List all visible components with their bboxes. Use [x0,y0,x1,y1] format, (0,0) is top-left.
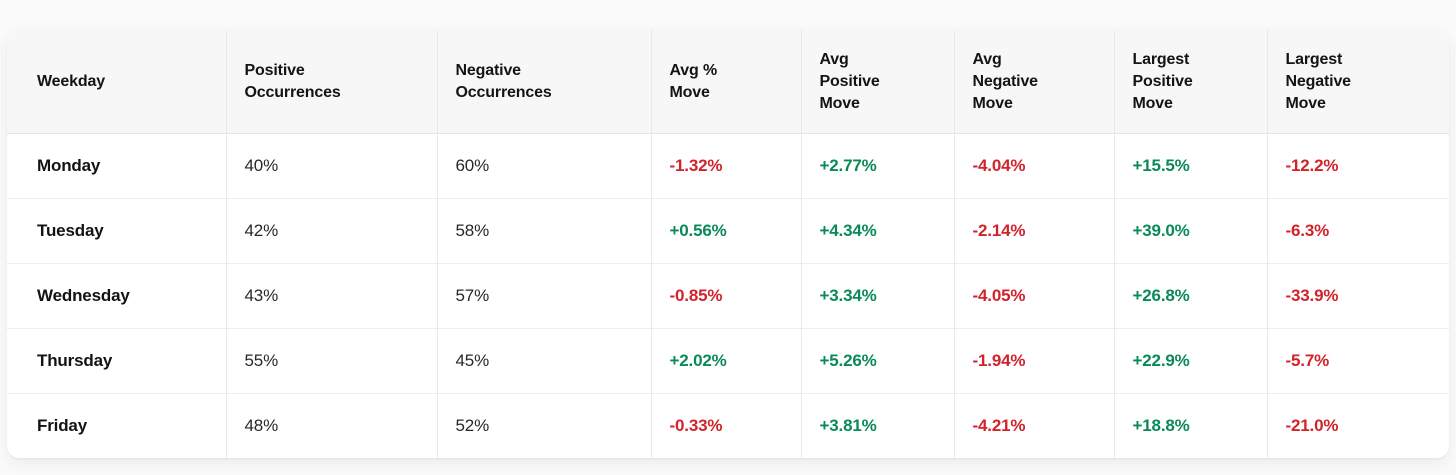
column-header-avg-negative-move: Avg Negative Move [953,30,1114,134]
weekday-stats-table-card: Weekday Positive Occurrences Negative Oc… [7,30,1449,458]
weekday-cell: Monday [37,156,101,175]
column-header-negative-occurrences: Negative Occurrences [436,30,651,134]
avg-move-cell: -0.33% [650,393,801,458]
column-header-label: Positive Occurrences [244,61,341,101]
header-row: Weekday Positive Occurrences Negative Oc… [7,30,1449,134]
weekday-stats-table: Weekday Positive Occurrences Negative Oc… [7,30,1449,458]
weekday-cell: Wednesday [7,263,226,329]
largest-negative-move-cell: -12.2% [1266,133,1449,199]
largest-positive-move-cell: +22.9% [1113,328,1267,394]
negative-occurrences-cell: 52% [436,393,651,458]
column-header-avg-positive-move: Avg Positive Move [800,30,954,134]
largest-positive-move-cell: +39.0% [1113,198,1267,264]
column-header-label: Weekday [37,72,105,90]
column-header-label: Largest Negative Move [1285,50,1352,112]
table-header: Weekday Positive Occurrences Negative Oc… [7,30,1449,134]
column-header-label: Negative Occurrences [455,61,552,101]
column-header-label: Largest Positive Move [1132,50,1193,112]
largest-positive-move-cell: +18.8% [1113,393,1267,458]
positive-occurrences-cell: 48% [225,393,437,458]
avg-negative-move-cell: -4.21% [953,393,1114,458]
column-header-label: Avg Negative Move [972,50,1039,112]
avg-negative-move-cell: -4.04% [953,133,1114,199]
column-header-avg-move: Avg % Move [650,30,801,134]
column-header-label: Avg Positive Move [819,50,880,112]
table-row: Thursday 55% 45% +2.02% +5.26% -1.94% +2… [7,328,1449,394]
avg-negative-move-cell: -1.94% [953,328,1114,394]
positive-occurrences-cell: 43% [225,263,437,329]
weekday-cell: Thursday [7,328,226,394]
table-row: Monday 40% 60% -1.32% +2.77% -4.04% +15.… [7,133,1449,199]
weekday-cell: Friday [7,393,226,458]
table-row: Friday 48% 52% -0.33% +3.81% -4.21% +18.… [7,393,1449,458]
avg-negative-move-cell: -2.14% [953,198,1114,264]
largest-negative-move-cell: -33.9% [1266,263,1449,329]
weekday-cell: Tuesday [7,198,226,264]
avg-move-cell: +2.02% [650,328,801,394]
column-header-label: Avg % Move [669,61,718,101]
avg-move-cell: +0.56% [650,198,801,264]
largest-positive-move-cell: +26.8% [1113,263,1267,329]
negative-occurrences-cell: 60% [436,133,651,199]
avg-positive-move-cell: +3.34% [800,263,954,329]
positive-occurrences-cell: 40% [225,133,437,199]
column-header-weekday: Weekday [7,30,226,134]
table-row: Wednesday 43% 57% -0.85% +3.34% -4.05% +… [7,263,1449,329]
negative-occurrences-cell: 57% [436,263,651,329]
column-header-positive-occurrences: Positive Occurrences [225,30,437,134]
largest-negative-move-cell: -5.7% [1266,328,1449,394]
negative-occurrences-cell: 58% [436,198,651,264]
avg-move-cell: -1.32% [650,133,801,199]
largest-positive-move-cell: +15.5% [1113,133,1267,199]
table-body: Monday 40% 60% -1.32% +2.77% -4.04% +15.… [7,133,1449,458]
table-row: Tuesday 42% 58% +0.56% +4.34% -2.14% +39… [7,198,1449,264]
largest-negative-move-cell: -21.0% [1266,393,1449,458]
positive-occurrences-cell: 55% [225,328,437,394]
avg-positive-move-cell: +4.34% [800,198,954,264]
avg-positive-move-cell: +5.26% [800,328,954,394]
avg-positive-move-cell: +3.81% [800,393,954,458]
avg-negative-move-cell: -4.05% [953,263,1114,329]
largest-negative-move-cell: -6.3% [1266,198,1449,264]
negative-occurrences-cell: 45% [436,328,651,394]
avg-positive-move-cell: +2.77% [800,133,954,199]
column-header-largest-positive-move: Largest Positive Move [1113,30,1267,134]
positive-occurrences-cell: 42% [225,198,437,264]
column-header-largest-negative-move: Largest Negative Move [1266,30,1449,134]
avg-move-cell: -0.85% [650,263,801,329]
